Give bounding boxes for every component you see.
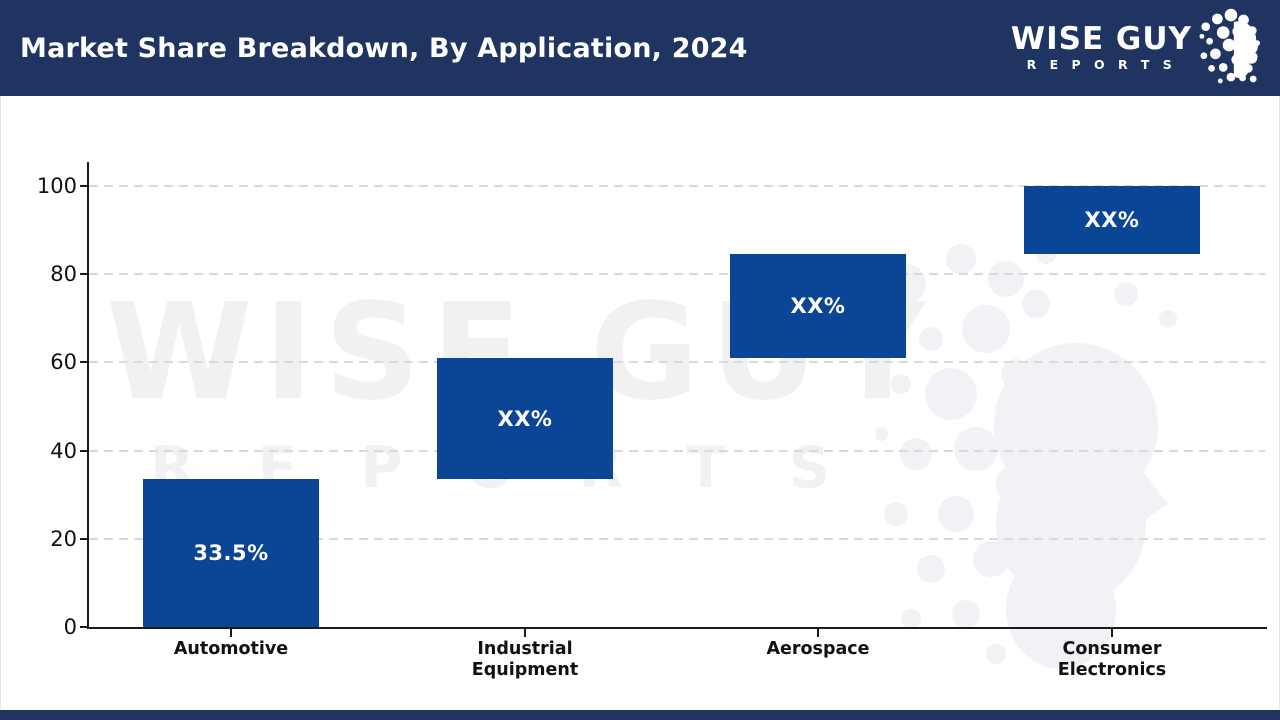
x-tick-mark-industrial-equipment [524, 629, 526, 637]
brand-head-dots-icon [1199, 8, 1260, 84]
y-tick-label-80: 80 [50, 262, 77, 287]
y-axis-line [87, 162, 89, 629]
bar-automotive: 33.5% [143, 479, 319, 627]
bar-aerospace: XX% [730, 254, 906, 358]
y-tick-label-20: 20 [50, 526, 77, 551]
x-category-label-automotive: Automotive [173, 639, 289, 659]
bar-value-label-consumer-electronics: XX% [1084, 208, 1140, 233]
bar-industrial-equipment: XX% [437, 357, 613, 480]
x-category-label-industrial-equipment: Industrial Equipment [471, 639, 579, 681]
y-tick-mark-100 [80, 185, 88, 187]
gridline-80 [89, 273, 1265, 276]
y-tick-mark-0 [80, 626, 88, 628]
y-tick-mark-60 [80, 361, 88, 364]
y-tick-mark-80 [80, 273, 88, 276]
brand-logo: WISE GUY R E P O R T S [1011, 8, 1260, 88]
y-tick-label-100: 100 [36, 174, 77, 198]
x-axis-line [87, 627, 1267, 629]
chart-area: WISE GUY R E P O R T S 02040608010033.5%… [0, 96, 1280, 710]
gridline-40 [89, 449, 1265, 452]
y-tick-label-40: 40 [50, 438, 77, 463]
brand-text: WISE GUY R E P O R T S [1011, 24, 1192, 72]
watermark-head-icon [876, 244, 1177, 669]
header-bar: Market Share Breakdown, By Application, … [0, 0, 1280, 96]
x-category-label-consumer-electronics: Consumer Electronics [1057, 639, 1167, 681]
bar-value-label-industrial-equipment: XX% [497, 406, 553, 431]
gridline-20 [89, 537, 1265, 540]
bar-consumer-electronics: XX% [1024, 186, 1200, 255]
x-tick-mark-consumer-electronics [1111, 629, 1113, 637]
x-tick-mark-aerospace [817, 629, 819, 637]
x-category-label-aerospace: Aerospace [766, 639, 870, 659]
bar-value-label-aerospace: XX% [790, 294, 846, 319]
gridline-100 [89, 185, 1265, 187]
footer-bar [0, 710, 1280, 720]
y-tick-mark-20 [80, 537, 88, 540]
x-tick-mark-automotive [230, 629, 232, 637]
brand-subtitle: R E P O R T S [1026, 57, 1177, 73]
y-tick-mark-40 [80, 449, 88, 452]
y-tick-label-60: 60 [50, 350, 77, 375]
y-tick-label-0: 0 [63, 615, 77, 639]
bar-value-label-automotive: 33.5% [193, 541, 269, 566]
brand-name: WISE GUY [1010, 21, 1192, 58]
gridline-60 [89, 361, 1265, 364]
page-title: Market Share Breakdown, By Application, … [20, 32, 748, 64]
